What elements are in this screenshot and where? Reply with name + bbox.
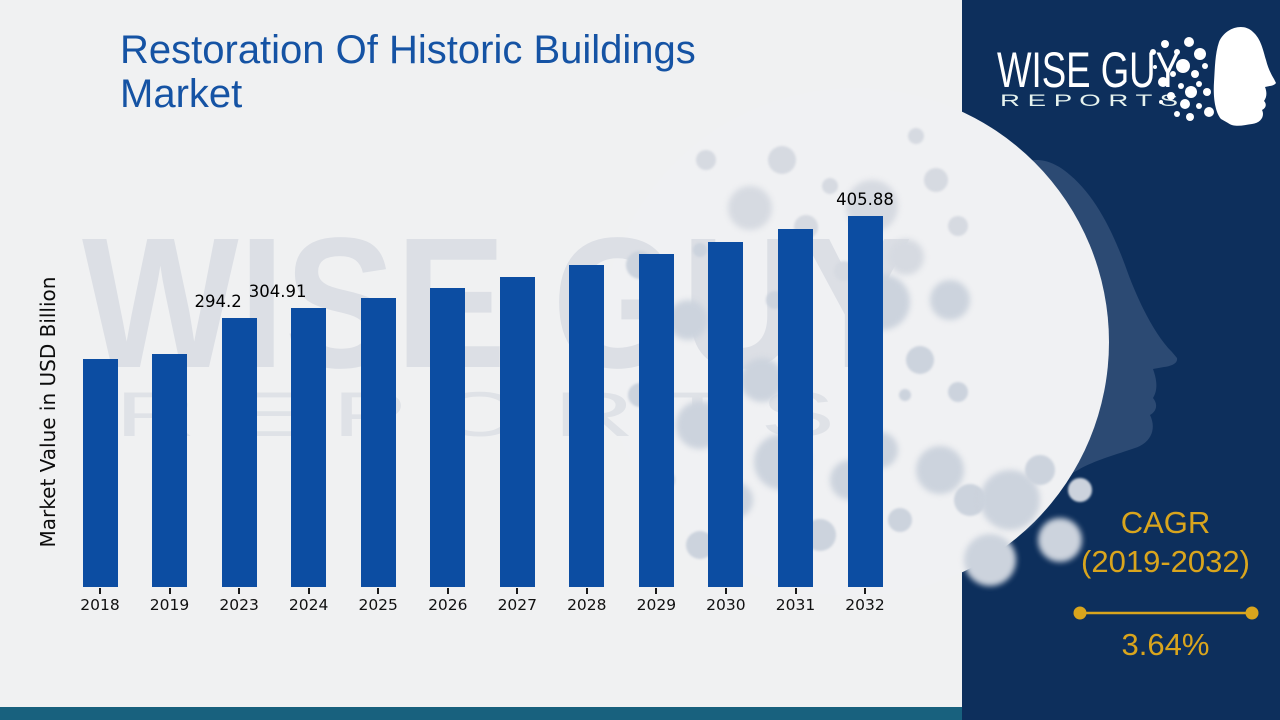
watermark-dot	[908, 128, 924, 144]
bar-value-label-2032: 405.88	[836, 190, 894, 209]
x-axis-tick	[864, 588, 866, 594]
page-title: Restoration Of Historic Buildings Market	[120, 28, 840, 116]
cagr-block: CAGR (2019-2032) 3.64%	[1058, 505, 1273, 675]
cagr-value: 3.64%	[1121, 627, 1210, 662]
watermark-dot	[906, 346, 934, 374]
x-tick-label-2030: 2030	[706, 596, 746, 614]
bar-2027	[499, 276, 535, 587]
x-tick-label-2029: 2029	[636, 596, 677, 614]
x-axis-tick	[585, 588, 588, 594]
watermark-dot	[888, 508, 912, 532]
x-axis-tick	[724, 588, 727, 594]
bar-2028	[569, 265, 605, 587]
bar-2019	[152, 353, 187, 587]
cagr-heading: CAGR	[1120, 505, 1211, 540]
watermark-dot	[740, 358, 784, 402]
bar-2026	[430, 287, 466, 587]
watermark-dot	[930, 280, 970, 320]
logo-brand-text: WISE GUY	[997, 42, 1180, 98]
watermark-dot	[899, 389, 911, 401]
watermark-dot	[1068, 478, 1092, 502]
watermark-dot	[948, 382, 968, 402]
x-axis-tick	[516, 588, 519, 594]
x-tick-label-2019: 2019	[149, 596, 190, 614]
watermark-dot	[964, 534, 1016, 586]
x-tick-label-2027: 2027	[497, 596, 538, 614]
x-axis-tick	[377, 588, 380, 594]
logo-sub-text: R E P O R T S	[1000, 91, 1178, 110]
watermark-dot	[822, 178, 838, 194]
bar-2025	[360, 298, 396, 587]
watermark-dot	[728, 186, 772, 230]
x-tick-label-2028: 2028	[567, 596, 607, 614]
bar-chart: 2018 2019 2023 294.2 2024 304.91 2025 2026 2027 2…	[80, 190, 912, 614]
watermark-dot	[924, 168, 948, 192]
watermark-dot	[668, 300, 708, 340]
x-axis-tick	[99, 588, 101, 594]
x-tick-label-2018: 2018	[80, 596, 120, 614]
watermark-dot	[768, 146, 796, 174]
bar-value-label-2023: 294.2	[194, 292, 242, 312]
x-tick-label-2032: 2032	[845, 596, 885, 614]
watermark-dot	[696, 150, 716, 170]
bar-2018	[82, 358, 118, 587]
watermark-dot	[948, 216, 968, 236]
brand-logo: WISE GUY R E P O R T S	[997, 27, 1276, 126]
watermark-dot	[888, 239, 924, 275]
cagr-range: (2019-2032)	[1081, 544, 1250, 579]
x-axis-tick	[307, 588, 310, 594]
cagr-divider-line	[1073, 606, 1259, 620]
logo-face-icon	[1150, 27, 1276, 126]
x-tick-label-2025: 2025	[358, 596, 398, 614]
bar-value-label-2024: 304.91	[248, 282, 307, 302]
bar-2029	[638, 253, 674, 587]
y-axis-label: Market Value in USD Billion	[36, 276, 60, 548]
bar-2023	[221, 318, 257, 587]
x-axis-tick	[238, 588, 241, 594]
x-axis-tick	[794, 588, 797, 594]
watermark-dot	[1025, 455, 1055, 485]
x-axis-tick	[446, 588, 449, 594]
x-tick-label-2031: 2031	[775, 596, 816, 614]
bar-2031	[778, 229, 813, 587]
bar-2030	[708, 241, 744, 587]
page-title-line1: Restoration Of Historic Buildings	[120, 28, 696, 72]
bottom-teal-strip	[0, 707, 1280, 720]
x-axis-tick	[655, 588, 658, 594]
watermark-dot	[693, 243, 707, 257]
x-tick-label-2024: 2024	[288, 596, 329, 614]
bar-2032	[847, 216, 883, 587]
x-tick-label-2026: 2026	[428, 596, 468, 614]
x-tick-label-2023: 2023	[219, 596, 259, 614]
watermark-dot	[916, 446, 964, 494]
x-axis-tick	[168, 588, 171, 594]
watermark-dot	[1038, 518, 1082, 562]
bar-2024	[291, 308, 327, 587]
page-title-line2: Market	[120, 72, 243, 116]
